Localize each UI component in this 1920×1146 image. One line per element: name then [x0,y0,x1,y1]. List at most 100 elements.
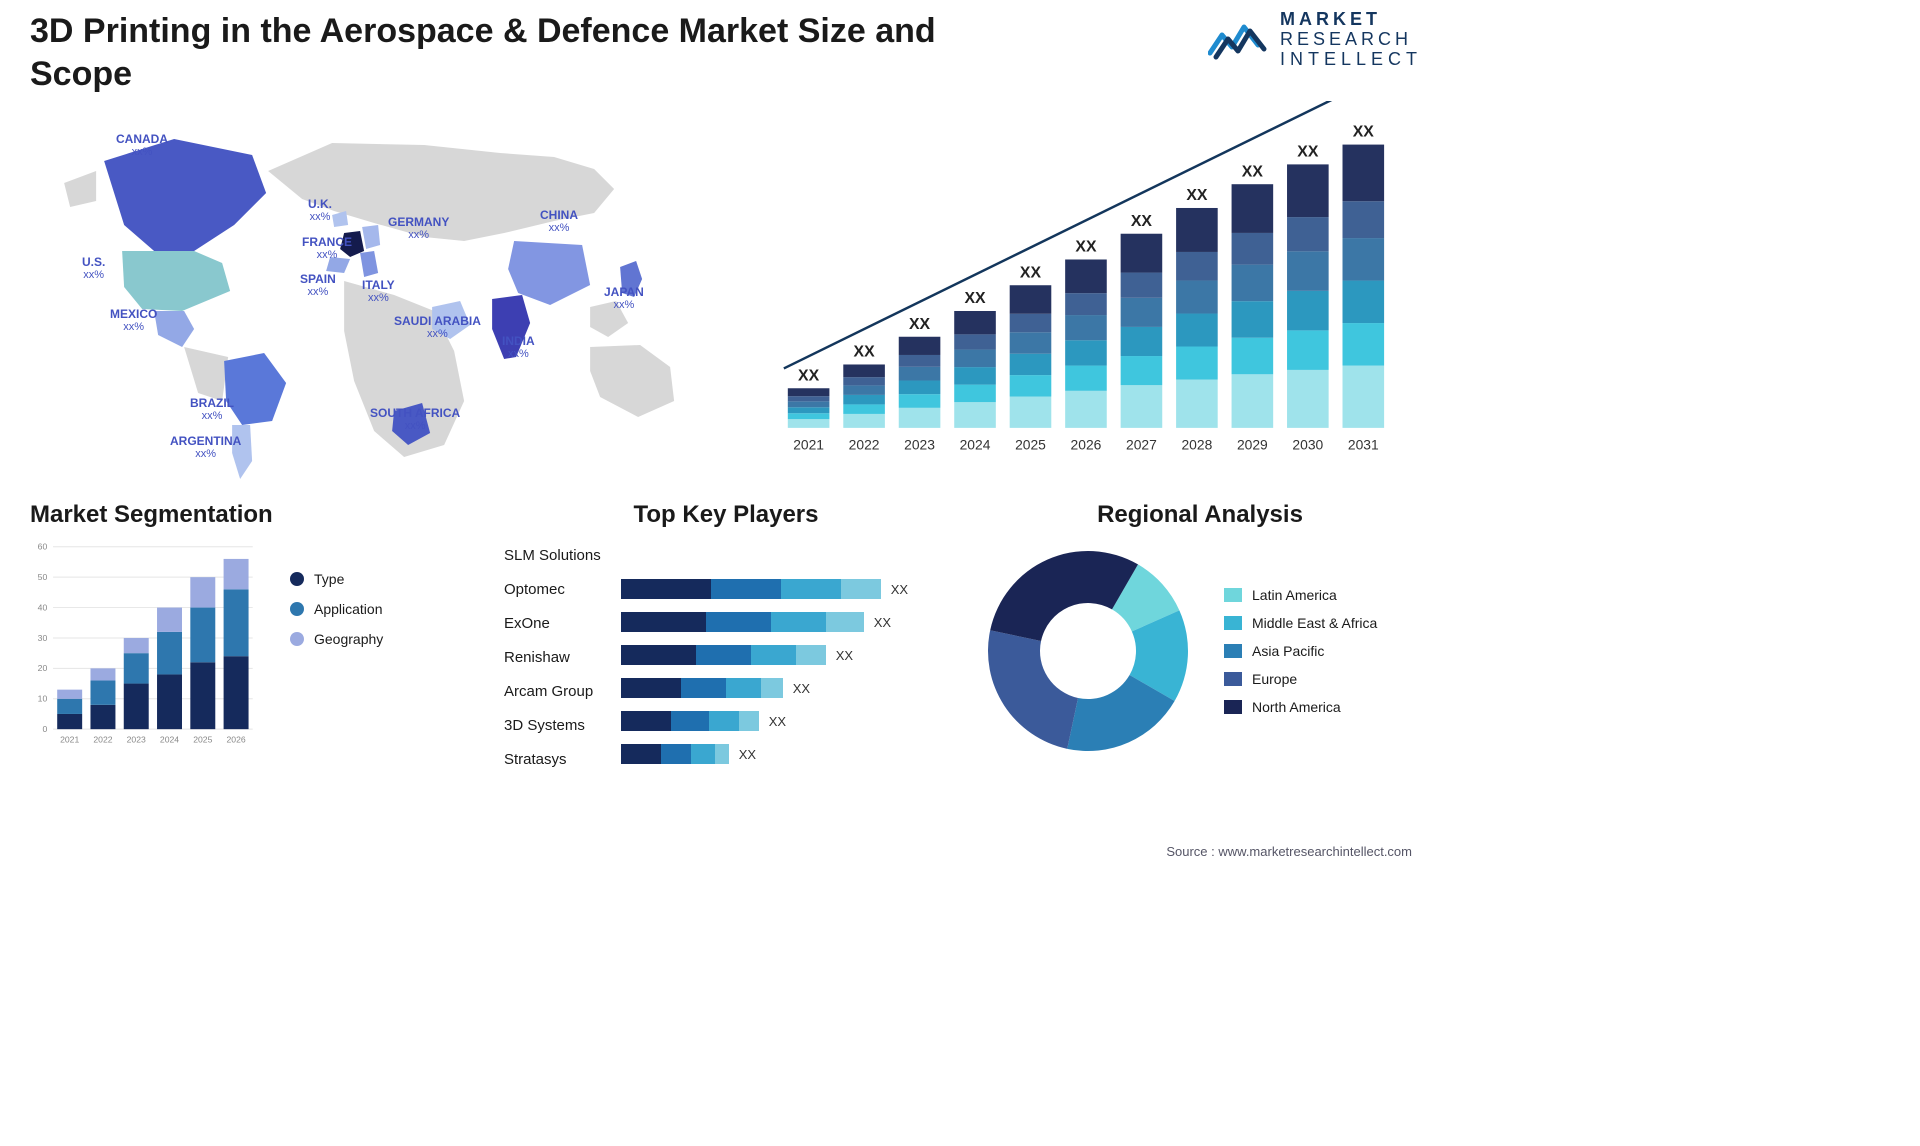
player-row [621,545,948,567]
market-segmentation-section: Market Segmentation 01020304050602021202… [30,501,474,801]
growth-bar-chart: XX2021XX2022XX2023XX2024XX2025XX2026XX20… [768,101,1422,481]
legend-label: Application [314,601,383,617]
svg-text:2023: 2023 [127,735,146,745]
svg-text:XX: XX [1076,239,1098,256]
map-label: BRAZILxx% [190,397,234,422]
logo-text-1: MARKET [1280,10,1422,30]
map-label: SOUTH AFRICAxx% [370,407,460,432]
svg-text:XX: XX [909,316,931,333]
svg-text:2026: 2026 [226,735,245,745]
logo-text-2: RESEARCH [1280,30,1422,50]
player-row: XX [621,578,948,600]
svg-text:XX: XX [1353,124,1375,141]
player-row: XX [621,644,948,666]
legend-swatch-icon [1224,616,1242,630]
map-label: U.K.xx% [308,198,332,223]
player-bar [621,645,826,665]
map-label: JAPANxx% [604,286,644,311]
segmentation-title: Market Segmentation [30,501,474,529]
svg-text:2026: 2026 [1071,437,1102,453]
world-map: CANADAxx% U.S.xx% MEXICOxx% BRAZILxx% ARGENT… [30,101,738,481]
svg-text:30: 30 [38,633,48,643]
player-label: Stratasys [504,749,601,771]
svg-text:20: 20 [38,663,48,673]
svg-text:2022: 2022 [849,437,880,453]
player-bar [621,579,881,599]
svg-text:XX: XX [1298,143,1320,160]
map-label: ITALYxx% [362,279,395,304]
svg-text:2029: 2029 [1237,437,1268,453]
svg-text:50: 50 [38,572,48,582]
source-text: Source : www.marketresearchintellect.com [1166,844,1412,859]
player-value: XX [891,582,908,597]
legend-swatch-icon [1224,588,1242,602]
player-label: 3D Systems [504,715,601,737]
svg-text:XX: XX [854,344,876,361]
player-label: SLM Solutions [504,545,601,567]
player-bar [621,744,729,764]
legend-item: Application [290,601,383,617]
brand-logo: MARKET RESEARCH INTELLECT [1208,10,1422,69]
svg-text:2021: 2021 [60,735,79,745]
legend-item: Europe [1224,671,1377,687]
svg-text:2025: 2025 [1015,437,1046,453]
legend-swatch-icon [290,632,304,646]
svg-text:2027: 2027 [1126,437,1157,453]
legend-item: Type [290,571,383,587]
svg-text:XX: XX [798,367,820,384]
player-row: XX [621,710,948,732]
svg-text:XX: XX [1242,163,1264,180]
svg-text:XX: XX [965,290,987,307]
map-label: SAUDI ARABIAxx% [394,315,481,340]
svg-text:XX: XX [1020,264,1042,281]
svg-text:60: 60 [38,542,48,552]
legend-label: Type [314,571,344,587]
map-label: U.S.xx% [82,256,105,281]
legend-swatch-icon [1224,672,1242,686]
map-label: SPAINxx% [300,273,336,298]
legend-item: Asia Pacific [1224,643,1377,659]
map-label: CHINAxx% [540,209,578,234]
legend-swatch-icon [1224,700,1242,714]
map-label: FRANCExx% [302,236,352,261]
player-label: Arcam Group [504,681,601,703]
player-bar [621,612,864,632]
player-value: XX [793,681,810,696]
svg-text:2024: 2024 [160,735,179,745]
legend-swatch-icon [1224,644,1242,658]
player-bar [621,711,759,731]
map-label: GERMANYxx% [388,216,449,241]
svg-text:2028: 2028 [1182,437,1213,453]
player-label: ExOne [504,613,601,635]
player-row: XX [621,677,948,699]
map-label: ARGENTINAxx% [170,435,241,460]
page-title: 3D Printing in the Aerospace & Defence M… [30,10,1030,95]
svg-text:2022: 2022 [93,735,112,745]
svg-text:2030: 2030 [1293,437,1324,453]
logo-mark-icon [1208,19,1270,61]
player-label: Renishaw [504,647,601,669]
svg-text:2031: 2031 [1348,437,1379,453]
map-label: CANADAxx% [116,133,168,158]
svg-text:2021: 2021 [793,437,824,453]
map-label: MEXICOxx% [110,308,157,333]
player-label: Optomec [504,579,601,601]
legend-swatch-icon [290,572,304,586]
legend-label: Asia Pacific [1252,643,1324,659]
map-label: INDIAxx% [502,335,535,360]
legend-label: Latin America [1252,587,1337,603]
legend-label: Geography [314,631,383,647]
legend-item: Middle East & Africa [1224,615,1377,631]
svg-text:2024: 2024 [960,437,991,453]
svg-text:10: 10 [38,694,48,704]
svg-text:40: 40 [38,602,48,612]
regional-title: Regional Analysis [978,501,1422,529]
legend-item: North America [1224,699,1377,715]
player-value: XX [874,615,891,630]
legend-label: North America [1252,699,1341,715]
svg-text:2025: 2025 [193,735,212,745]
player-bar [621,678,783,698]
legend-swatch-icon [290,602,304,616]
player-value: XX [836,648,853,663]
player-row: XX [621,743,948,765]
